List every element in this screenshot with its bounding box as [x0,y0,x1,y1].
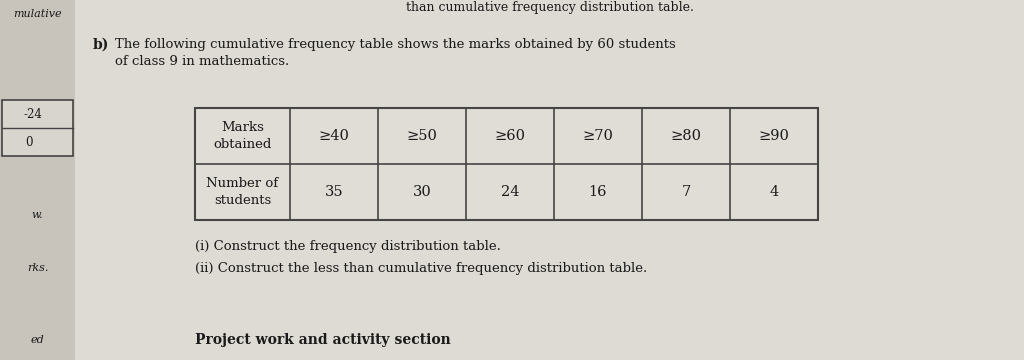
Text: 30: 30 [413,185,431,199]
Text: of class 9 in mathematics.: of class 9 in mathematics. [115,55,289,68]
Text: ≥80: ≥80 [671,129,701,143]
Text: 24: 24 [501,185,519,199]
Text: Marks
obtained: Marks obtained [213,121,271,151]
Text: mulative: mulative [13,9,61,19]
Text: 0: 0 [26,135,33,148]
Text: 35: 35 [325,185,343,199]
Text: ≥40: ≥40 [318,129,349,143]
Bar [195,108,818,220]
Text: The following cumulative frequency table shows the marks obtained by 60 students: The following cumulative frequency table… [115,38,676,51]
Text: b): b) [93,38,110,52]
Bar [2,100,73,156]
Text: w.: w. [32,210,43,220]
Text: (ii) Construct the less than cumulative frequency distribution table.: (ii) Construct the less than cumulative … [195,262,647,275]
Text: 7: 7 [681,185,690,199]
Text: Project work and activity section: Project work and activity section [195,333,451,347]
Text: ≥50: ≥50 [407,129,437,143]
Bar [195,108,818,220]
Text: 4: 4 [769,185,778,199]
Text: 16: 16 [589,185,607,199]
Text: ed: ed [31,335,44,345]
Text: than cumulative frequency distribution table.: than cumulative frequency distribution t… [406,1,693,14]
Text: (i) Construct the frequency distribution table.: (i) Construct the frequency distribution… [195,240,501,253]
Bar [0,0,75,360]
Text: ≥70: ≥70 [583,129,613,143]
Text: Number of
students: Number of students [207,177,279,207]
Text: ≥60: ≥60 [495,129,525,143]
Text: -24: -24 [24,108,42,121]
Text: ≥90: ≥90 [759,129,790,143]
Text: rks.: rks. [27,263,48,273]
